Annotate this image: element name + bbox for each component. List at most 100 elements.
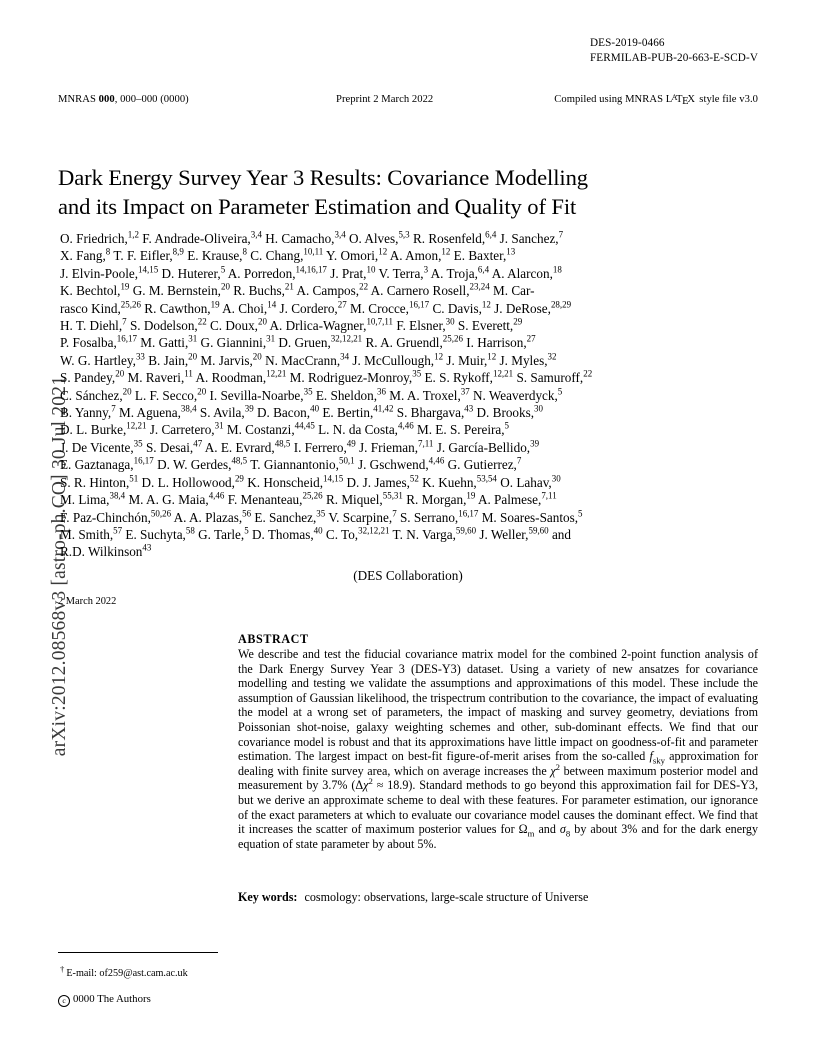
report-id-des: DES-2019-0466 xyxy=(589,37,665,49)
author-line: rasco Kind,25,26 R. Cawthon,19 A. Choi,1… xyxy=(60,299,572,316)
abstract-part-3: between maximum posterior model and meas… xyxy=(238,763,758,793)
affiliation-marker: 23,24 xyxy=(469,281,490,292)
affiliation-marker: 47 xyxy=(193,438,203,449)
affiliation-marker: 33 xyxy=(135,351,145,362)
affiliation-marker: 20 xyxy=(188,351,198,362)
author-line: R.D. Wilkinson43 xyxy=(60,542,152,560)
affiliation-marker: 5 xyxy=(578,508,583,519)
affiliation-marker: 8 xyxy=(105,247,111,258)
affiliation-marker: 5 xyxy=(244,525,249,536)
affiliation-marker: 16,17 xyxy=(408,299,430,310)
affiliation-marker: 7 xyxy=(392,508,397,519)
author-line: P. Fosalba,16,17 M. Gatti,31 G. Giannini… xyxy=(60,334,536,351)
affiliation-marker: 7 xyxy=(516,455,522,466)
author-line: J. De Vicente,35 S. Desai,47 A. E. Evrar… xyxy=(60,438,540,455)
copyright-line: c 0000 The Authors xyxy=(58,993,151,1007)
compiled-suffix: style file v3.0 xyxy=(696,94,758,105)
affiliation-marker: 12,21 xyxy=(126,421,147,432)
affiliation-marker: 22 xyxy=(197,316,207,327)
affiliation-marker: 40 xyxy=(310,403,320,414)
affiliation-marker: 7 xyxy=(558,229,564,240)
author-line: M. Lima,38,4 M. A. G. Maia,4,46 F. Menan… xyxy=(60,490,557,508)
affiliation-marker: 4,46 xyxy=(208,490,225,501)
affiliation-marker: 1,2 xyxy=(127,229,139,240)
affiliation-marker: 25,26 xyxy=(120,299,141,310)
report-id-fermilab: FERMILAB-PUB-20-663-E-SCD-V xyxy=(589,52,758,64)
affiliation-marker: 59,60 xyxy=(455,525,477,536)
affiliation-marker: 31 xyxy=(266,334,276,345)
affiliation-marker: 10,7,11 xyxy=(366,316,394,327)
keywords-label: Key words: xyxy=(238,890,298,904)
footnote-rule xyxy=(58,952,218,953)
affiliation-marker: 18 xyxy=(552,264,562,275)
author-line: K. Bechtol,19 G. M. Bernstein,20 R. Buch… xyxy=(60,281,535,299)
author-list: O. Friedrich,1,2 F. Andrade-Oliveira,3,4… xyxy=(60,230,760,561)
affiliation-marker: 7,11 xyxy=(541,490,557,501)
copyright-text: 0000 The Authors xyxy=(73,993,151,1005)
affiliation-marker: 31 xyxy=(214,421,224,432)
affiliation-marker: 10,11 xyxy=(303,247,324,258)
affiliation-marker: 25,26 xyxy=(442,334,463,345)
affiliation-marker: 7,11 xyxy=(418,438,434,449)
affiliation-marker: 48,5 xyxy=(274,438,291,449)
affiliation-marker: 20 xyxy=(257,316,267,327)
title-line-2: and its Impact on Parameter Estimation a… xyxy=(58,194,577,220)
affiliation-marker: 16,17 xyxy=(116,334,137,345)
affiliation-marker: 19 xyxy=(466,490,476,501)
author-line: D. L. Burke,12,21 J. Carretero,31 M. Cos… xyxy=(60,421,510,438)
abstract-text: We describe and test the fiducial covari… xyxy=(238,647,758,851)
preprint-date: Preprint 2 March 2022 xyxy=(336,94,434,105)
abstract-part-2: approximation for dealing with finite su… xyxy=(238,749,758,778)
affiliation-marker: 29 xyxy=(234,473,244,484)
author-line: O. Friedrich,1,2 F. Andrade-Oliveira,3,4… xyxy=(60,229,564,246)
affiliation-marker: 12 xyxy=(487,351,497,362)
affiliation-marker: 40 xyxy=(313,525,323,536)
affiliation-marker: 52 xyxy=(409,473,419,484)
affiliation-marker: 20 xyxy=(115,368,125,379)
keywords-value: cosmology: observations, large-scale str… xyxy=(304,890,589,904)
affiliation-marker: 30 xyxy=(445,316,455,327)
affiliation-marker: 48,5 xyxy=(231,455,248,466)
affiliation-marker: 4,46 xyxy=(428,455,445,466)
affiliation-marker: 38,4 xyxy=(109,490,126,501)
affiliation-marker: 50,26 xyxy=(150,508,172,519)
journal-citation: MNRAS 000, 000–000 (0000) xyxy=(58,94,189,105)
affiliation-marker: 35 xyxy=(133,438,143,449)
affiliation-marker: 12 xyxy=(378,247,388,258)
affiliation-marker: 38,4 xyxy=(180,403,197,414)
affiliation-marker: 32 xyxy=(547,351,557,362)
author-line: W. G. Hartley,33 B. Jain,20 M. Jarvis,20… xyxy=(60,351,557,368)
affiliation-marker: 12 xyxy=(434,351,444,362)
affiliation-marker: 12 xyxy=(441,247,451,258)
author-line: S. R. Hinton,51 D. L. Hollowood,29 K. Ho… xyxy=(60,473,561,490)
affiliation-marker: 53,54 xyxy=(476,473,497,484)
affiliation-marker: 36 xyxy=(377,386,386,397)
affiliation-marker: 12,21 xyxy=(492,368,514,379)
author-line: H. T. Diehl,7 S. Dodelson,22 C. Doux,20 … xyxy=(60,316,523,334)
affiliation-marker: 32,12,21 xyxy=(330,334,363,345)
affiliation-marker: 12,21 xyxy=(266,368,287,379)
author-line: S. Pandey,20 M. Raveri,11 A. Roodman,12,… xyxy=(60,368,593,386)
affiliation-marker: 51 xyxy=(129,473,139,484)
affiliation-marker: 16,17 xyxy=(133,455,154,466)
author-line: F. Paz-Chinchón,50,26 A. A. Plazas,56 E.… xyxy=(60,508,583,525)
affiliation-marker: 50,1 xyxy=(338,455,355,466)
affiliation-marker: 32,12,21 xyxy=(358,525,390,536)
affiliation-marker: 58 xyxy=(185,525,195,536)
journal-name: MNRAS xyxy=(58,94,96,105)
author-line: M. Smith,57 E. Suchyta,58 G. Tarle,5 D. … xyxy=(60,525,571,542)
affiliation-marker: 8 xyxy=(242,247,247,258)
affiliation-marker: 55,31 xyxy=(382,490,403,501)
abstract-block: ABSTRACT We describe and test the fiduci… xyxy=(238,632,758,851)
affiliation-marker: 11 xyxy=(184,368,193,379)
affiliation-marker: 3,4 xyxy=(334,229,346,240)
affiliation-marker: 5 xyxy=(220,264,226,275)
affiliation-marker: 14 xyxy=(267,299,277,310)
affiliation-marker: 5 xyxy=(557,386,563,397)
affiliation-marker: 37 xyxy=(460,386,470,397)
footnote-text: E-mail: of259@ast.cam.ac.uk xyxy=(66,968,188,979)
author-line: E. Gaztanaga,16,17 D. W. Gerdes,48,5 T. … xyxy=(60,455,522,473)
collaboration-name: (DES Collaboration) xyxy=(353,568,463,583)
affiliation-marker: 20 xyxy=(252,351,262,362)
